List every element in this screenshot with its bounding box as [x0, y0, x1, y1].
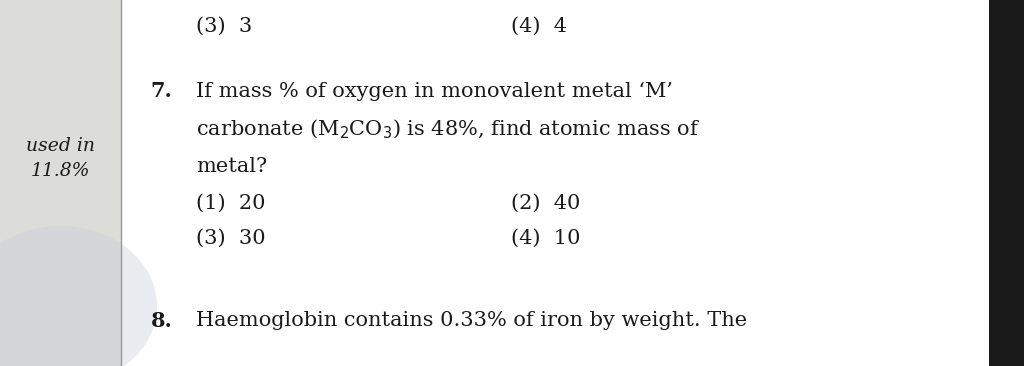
Text: Haemoglobin contains 0.33% of iron by weight. The: Haemoglobin contains 0.33% of iron by we…	[196, 311, 746, 330]
Text: used in: used in	[26, 137, 95, 155]
Bar	[121, 0, 989, 366]
Bar	[0, 0, 121, 366]
Bar	[989, 0, 1024, 366]
Text: (1)  20: (1) 20	[196, 194, 265, 213]
Text: 11.8%: 11.8%	[31, 162, 90, 180]
Text: (3)  3: (3) 3	[196, 16, 252, 36]
Text: (3)  30: (3) 30	[196, 228, 265, 247]
Text: 7.: 7.	[151, 81, 173, 101]
Text: carbonate (M$_2$CO$_3$) is 48%, find atomic mass of: carbonate (M$_2$CO$_3$) is 48%, find ato…	[196, 117, 700, 141]
Text: metal?: metal?	[196, 157, 267, 176]
Text: (4)  4: (4) 4	[511, 16, 567, 36]
Text: If mass % of oxygen in monovalent metal ‘M’: If mass % of oxygen in monovalent metal …	[196, 82, 673, 101]
Ellipse shape	[0, 226, 157, 366]
Text: (4)  10: (4) 10	[511, 228, 581, 247]
Text: 8.: 8.	[151, 311, 173, 331]
Text: (2)  40: (2) 40	[511, 194, 581, 213]
